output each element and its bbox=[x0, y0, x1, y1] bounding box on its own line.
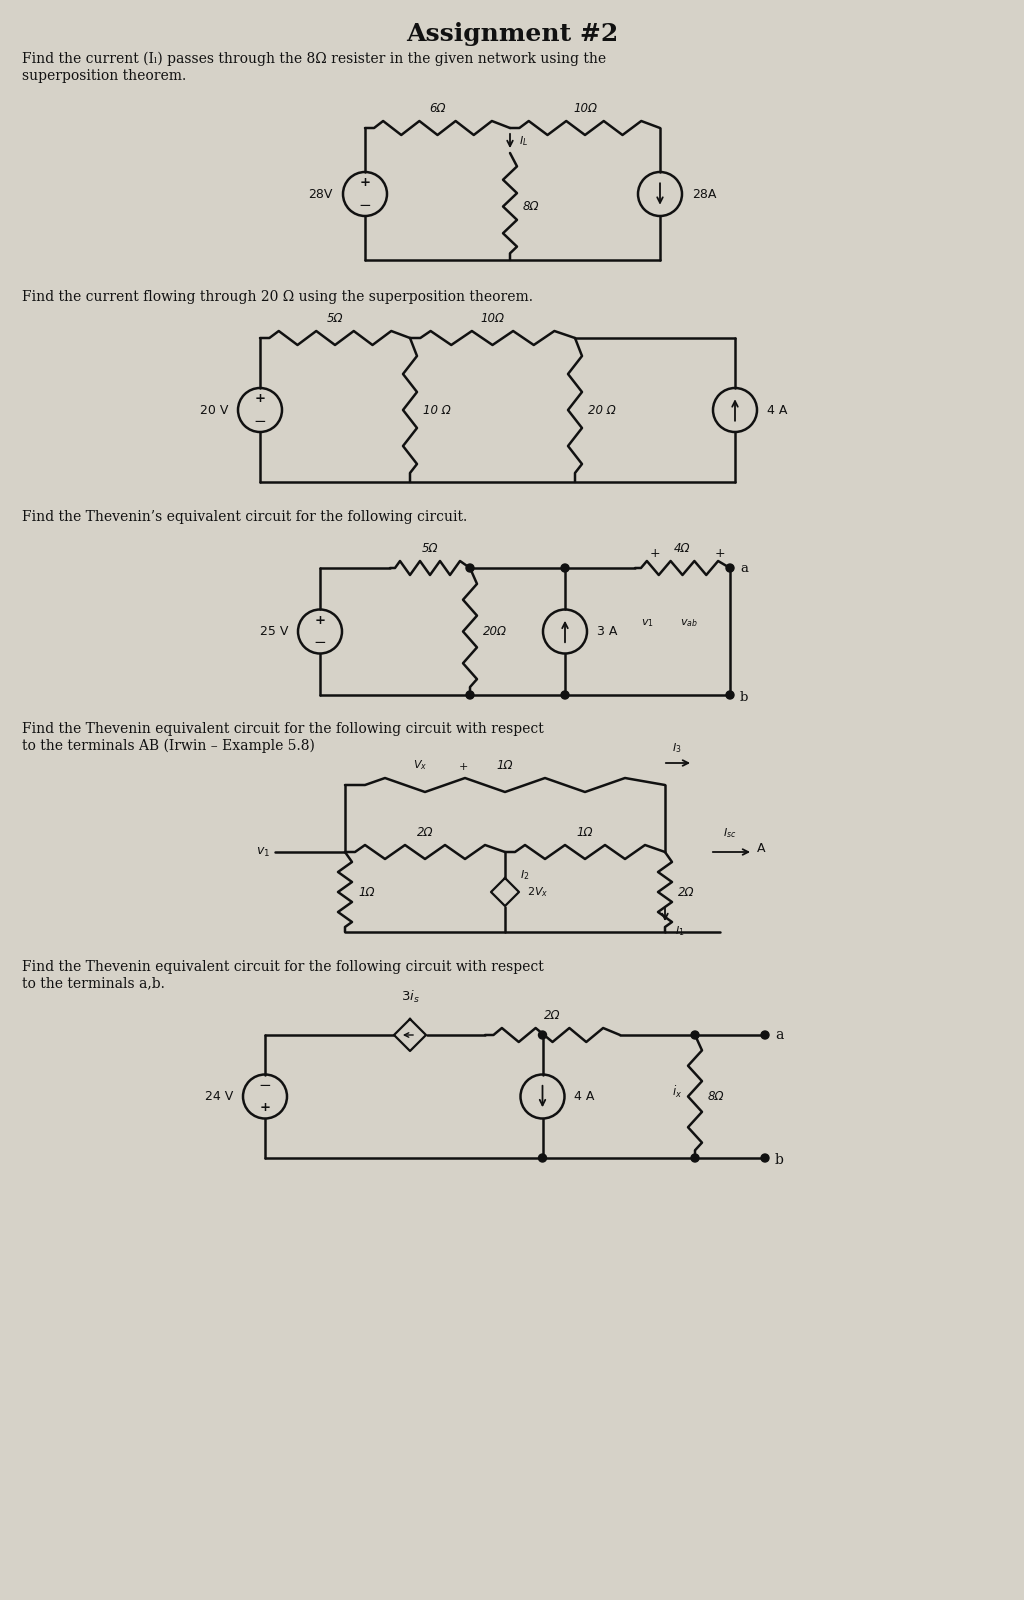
Circle shape bbox=[761, 1030, 769, 1038]
Text: +: + bbox=[255, 392, 265, 405]
Text: 6Ω: 6Ω bbox=[429, 102, 445, 115]
Text: $3i_s$: $3i_s$ bbox=[400, 989, 420, 1005]
Text: $I_{sc}$: $I_{sc}$ bbox=[723, 826, 736, 840]
Circle shape bbox=[539, 1030, 547, 1038]
Text: $v_1$: $v_1$ bbox=[641, 618, 653, 629]
Text: 25 V: 25 V bbox=[260, 626, 288, 638]
Text: $I_3$: $I_3$ bbox=[672, 741, 682, 755]
Text: Find the Thevenin equivalent circuit for the following circuit with respect
to t: Find the Thevenin equivalent circuit for… bbox=[22, 722, 544, 752]
Text: 8Ω: 8Ω bbox=[708, 1090, 725, 1102]
Text: +: + bbox=[314, 613, 326, 627]
Text: Find the current flowing through 20 Ω using the superposition theorem.: Find the current flowing through 20 Ω us… bbox=[22, 290, 534, 304]
Text: a: a bbox=[740, 562, 748, 574]
Text: 20Ω: 20Ω bbox=[483, 626, 507, 638]
Circle shape bbox=[561, 565, 569, 573]
Text: −: − bbox=[313, 635, 327, 651]
Circle shape bbox=[466, 691, 474, 699]
Text: −: − bbox=[259, 1077, 271, 1093]
Text: a: a bbox=[775, 1029, 783, 1042]
Text: +: + bbox=[715, 547, 725, 560]
Text: 10Ω: 10Ω bbox=[480, 312, 505, 325]
Circle shape bbox=[761, 1154, 769, 1162]
Text: 28A: 28A bbox=[692, 187, 717, 200]
Text: $I_L$: $I_L$ bbox=[519, 134, 528, 147]
Text: 24 V: 24 V bbox=[205, 1090, 233, 1102]
Text: 8Ω: 8Ω bbox=[523, 200, 540, 213]
Text: −: − bbox=[254, 414, 266, 429]
Circle shape bbox=[561, 691, 569, 699]
Text: 4 A: 4 A bbox=[574, 1090, 595, 1102]
Circle shape bbox=[539, 1154, 547, 1162]
Text: +: + bbox=[649, 547, 660, 560]
Text: 20 V: 20 V bbox=[200, 403, 228, 416]
Text: A: A bbox=[757, 842, 766, 854]
Text: +: + bbox=[359, 176, 371, 189]
Text: $v_1$: $v_1$ bbox=[256, 845, 270, 859]
Text: b: b bbox=[775, 1154, 784, 1166]
Circle shape bbox=[726, 691, 734, 699]
Text: +: + bbox=[459, 762, 468, 771]
Text: 10 Ω: 10 Ω bbox=[423, 403, 451, 416]
Text: 1Ω: 1Ω bbox=[358, 885, 375, 899]
Text: 4 A: 4 A bbox=[767, 403, 787, 416]
Text: $I_2$: $I_2$ bbox=[520, 867, 529, 882]
Circle shape bbox=[691, 1154, 699, 1162]
Text: Assignment #2: Assignment #2 bbox=[406, 22, 618, 46]
Text: 10Ω: 10Ω bbox=[573, 102, 597, 115]
Text: 1Ω: 1Ω bbox=[497, 758, 513, 771]
Text: 5Ω: 5Ω bbox=[422, 542, 438, 555]
Text: $I_1$: $I_1$ bbox=[675, 925, 684, 938]
Text: 4Ω: 4Ω bbox=[674, 542, 691, 555]
Text: Find the Thevenin equivalent circuit for the following circuit with respect
to t: Find the Thevenin equivalent circuit for… bbox=[22, 960, 544, 990]
Circle shape bbox=[466, 565, 474, 573]
Text: $v_{ab}$: $v_{ab}$ bbox=[680, 618, 698, 629]
Text: $2V_x$: $2V_x$ bbox=[527, 885, 548, 899]
Text: Find the current (Iₗ) passes through the 8Ω resister in the given network using : Find the current (Iₗ) passes through the… bbox=[22, 51, 606, 83]
Text: 2Ω: 2Ω bbox=[678, 885, 694, 899]
Text: b: b bbox=[740, 691, 749, 704]
Text: +: + bbox=[259, 1101, 270, 1115]
Text: 2Ω: 2Ω bbox=[417, 826, 433, 838]
Circle shape bbox=[691, 1030, 699, 1038]
Text: $i_x$: $i_x$ bbox=[672, 1083, 682, 1099]
Text: 20 Ω: 20 Ω bbox=[588, 403, 615, 416]
Text: 28V: 28V bbox=[308, 187, 333, 200]
Text: $V_x$: $V_x$ bbox=[413, 758, 427, 771]
Text: 2Ω: 2Ω bbox=[544, 1010, 561, 1022]
Circle shape bbox=[726, 565, 734, 573]
Text: −: − bbox=[358, 198, 372, 213]
Text: Find the Thevenin’s equivalent circuit for the following circuit.: Find the Thevenin’s equivalent circuit f… bbox=[22, 510, 467, 525]
Text: 5Ω: 5Ω bbox=[327, 312, 343, 325]
Text: 3 A: 3 A bbox=[597, 626, 617, 638]
Text: 1Ω: 1Ω bbox=[577, 826, 593, 838]
